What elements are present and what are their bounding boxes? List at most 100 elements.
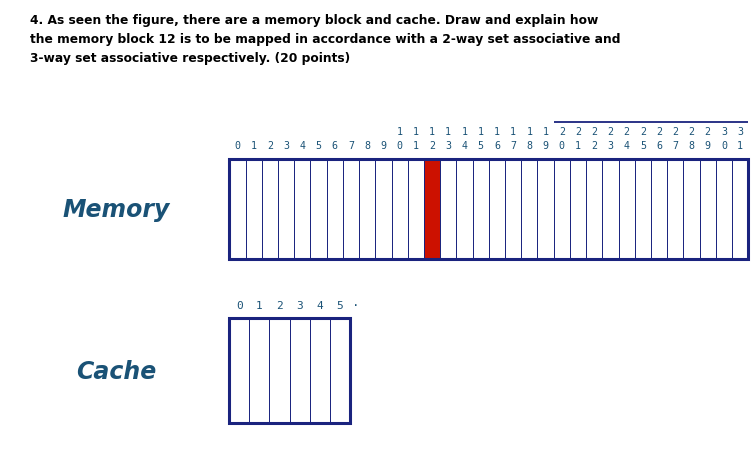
Text: 6: 6 bbox=[494, 141, 500, 151]
Text: 3: 3 bbox=[283, 141, 289, 151]
Text: 1: 1 bbox=[396, 127, 402, 137]
Bar bbox=[424, 159, 440, 259]
Text: 9: 9 bbox=[381, 141, 387, 151]
Text: 0: 0 bbox=[396, 141, 402, 151]
Bar bbox=[521, 159, 538, 259]
Bar bbox=[326, 159, 343, 259]
Bar bbox=[392, 159, 408, 259]
Text: 1: 1 bbox=[413, 127, 419, 137]
Text: 4: 4 bbox=[299, 141, 305, 151]
Text: 2: 2 bbox=[429, 141, 435, 151]
Text: 5: 5 bbox=[478, 141, 484, 151]
Bar bbox=[553, 159, 570, 259]
Bar bbox=[359, 159, 375, 259]
Text: 2: 2 bbox=[591, 127, 597, 137]
Text: Cache: Cache bbox=[77, 359, 156, 383]
Text: 6: 6 bbox=[332, 141, 338, 151]
Text: 2: 2 bbox=[672, 127, 678, 137]
Bar bbox=[684, 159, 699, 259]
Text: 1: 1 bbox=[478, 127, 484, 137]
Text: 2: 2 bbox=[640, 127, 646, 137]
Bar bbox=[329, 318, 350, 423]
Bar bbox=[699, 159, 716, 259]
Bar bbox=[440, 159, 456, 259]
Text: 7: 7 bbox=[510, 141, 516, 151]
Bar bbox=[716, 159, 732, 259]
Text: Memory: Memory bbox=[63, 197, 170, 221]
Text: 2: 2 bbox=[559, 127, 565, 137]
Text: 1: 1 bbox=[737, 141, 743, 151]
Text: 5: 5 bbox=[336, 300, 343, 310]
Text: 1: 1 bbox=[256, 300, 262, 310]
Bar bbox=[408, 159, 424, 259]
Bar bbox=[229, 159, 748, 259]
Bar bbox=[489, 159, 505, 259]
Text: 3: 3 bbox=[721, 127, 727, 137]
Text: 2: 2 bbox=[623, 127, 629, 137]
Text: 1: 1 bbox=[250, 141, 256, 151]
Bar bbox=[246, 159, 262, 259]
Text: 2: 2 bbox=[689, 127, 695, 137]
Bar bbox=[310, 318, 329, 423]
Bar bbox=[250, 318, 269, 423]
Text: 5: 5 bbox=[640, 141, 646, 151]
Text: 0: 0 bbox=[235, 141, 241, 151]
Text: 1: 1 bbox=[526, 127, 532, 137]
Bar bbox=[262, 159, 278, 259]
Text: 2: 2 bbox=[656, 127, 662, 137]
Text: 0: 0 bbox=[721, 141, 727, 151]
Text: 4: 4 bbox=[317, 300, 323, 310]
Text: 4: 4 bbox=[623, 141, 629, 151]
Text: 2: 2 bbox=[608, 127, 614, 137]
Text: 2: 2 bbox=[705, 127, 711, 137]
Text: ·: · bbox=[352, 298, 359, 311]
Text: 2: 2 bbox=[276, 300, 283, 310]
Text: 4: 4 bbox=[462, 141, 468, 151]
Text: 9: 9 bbox=[705, 141, 711, 151]
Bar bbox=[635, 159, 651, 259]
Text: 1: 1 bbox=[510, 127, 516, 137]
Bar bbox=[294, 159, 311, 259]
Text: 8: 8 bbox=[364, 141, 370, 151]
Text: 1: 1 bbox=[462, 127, 468, 137]
Bar bbox=[505, 159, 521, 259]
Bar bbox=[229, 318, 250, 423]
Bar bbox=[586, 159, 602, 259]
Bar bbox=[290, 318, 310, 423]
Text: 1: 1 bbox=[542, 127, 548, 137]
Bar bbox=[732, 159, 748, 259]
Text: 0: 0 bbox=[236, 300, 243, 310]
Bar bbox=[602, 159, 618, 259]
Text: 1: 1 bbox=[413, 141, 419, 151]
Bar bbox=[570, 159, 586, 259]
Text: 5: 5 bbox=[316, 141, 322, 151]
Text: 3: 3 bbox=[296, 300, 303, 310]
Text: 7: 7 bbox=[672, 141, 678, 151]
Bar bbox=[311, 159, 326, 259]
Text: 4. As seen the figure, there are a memory block and cache. Draw and explain how
: 4. As seen the figure, there are a memor… bbox=[30, 14, 620, 65]
Text: 8: 8 bbox=[526, 141, 532, 151]
Bar bbox=[278, 159, 294, 259]
Text: 9: 9 bbox=[542, 141, 548, 151]
Text: 2: 2 bbox=[267, 141, 273, 151]
Text: 7: 7 bbox=[348, 141, 354, 151]
Bar bbox=[651, 159, 667, 259]
Text: 3: 3 bbox=[608, 141, 614, 151]
Text: 3: 3 bbox=[737, 127, 743, 137]
Text: 2: 2 bbox=[591, 141, 597, 151]
Bar bbox=[343, 159, 359, 259]
Bar bbox=[618, 159, 635, 259]
Bar bbox=[456, 159, 472, 259]
Text: 0: 0 bbox=[559, 141, 565, 151]
Bar bbox=[229, 318, 350, 423]
Text: 2: 2 bbox=[575, 127, 581, 137]
Text: 6: 6 bbox=[656, 141, 662, 151]
Text: 1: 1 bbox=[494, 127, 500, 137]
Text: 1: 1 bbox=[445, 127, 451, 137]
Bar bbox=[229, 159, 246, 259]
Text: 1: 1 bbox=[575, 141, 581, 151]
Text: 3: 3 bbox=[445, 141, 451, 151]
Bar bbox=[667, 159, 684, 259]
Bar bbox=[269, 318, 290, 423]
Text: 8: 8 bbox=[689, 141, 695, 151]
